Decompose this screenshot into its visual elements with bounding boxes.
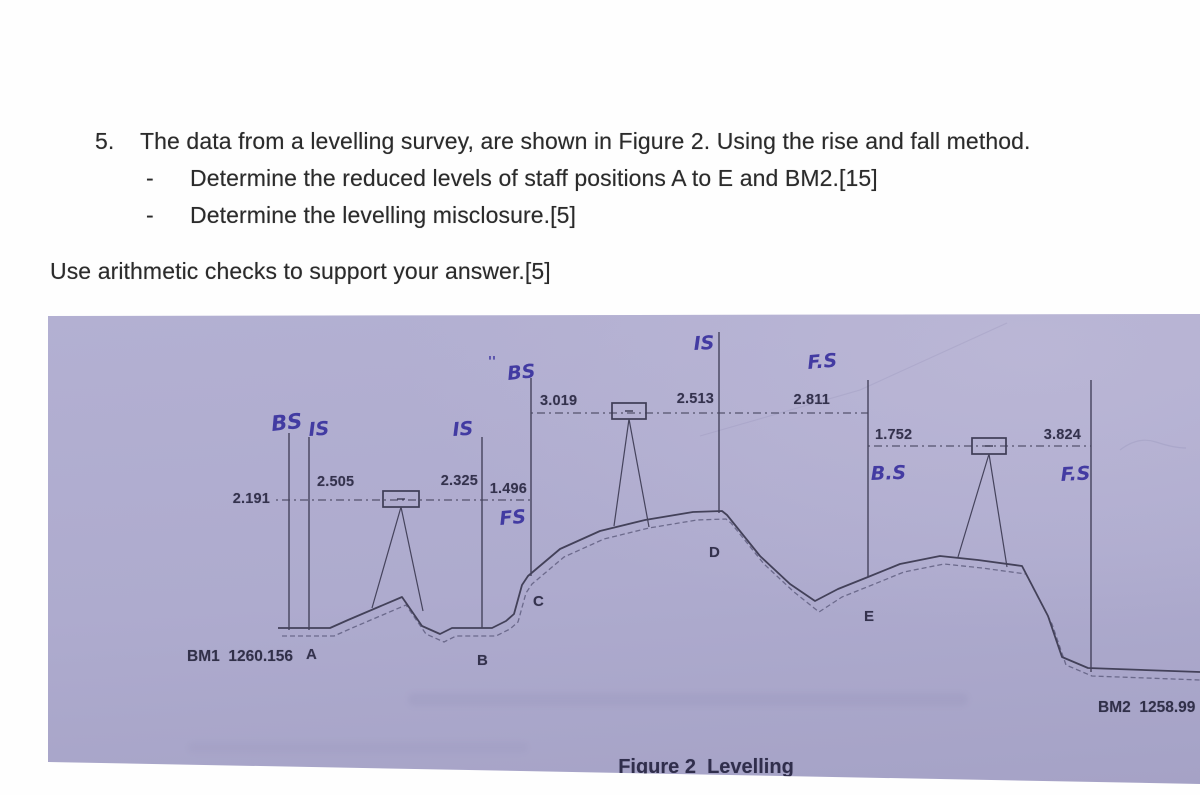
handwritten-is-d: IS	[693, 332, 715, 355]
level-instrument-2	[612, 403, 649, 527]
station-label-c: C	[533, 593, 544, 610]
question-intro: The data from a levelling survey, are sh…	[140, 128, 1031, 154]
handwritten-ditto-mark: ''	[488, 355, 496, 370]
ghost-text-band	[188, 742, 528, 753]
handwritten-bs-bm1: BS	[270, 409, 303, 436]
reading-bs-c: 3.019	[540, 393, 577, 409]
station-label-a: A	[306, 646, 317, 663]
station-label-d: D	[709, 544, 720, 561]
reading-fs-e: 2.811	[794, 392, 831, 408]
question-bullet-2: Determine the levelling misclosure.[5]	[190, 202, 577, 228]
benchmark-bm1-label: BM1 1260.156	[187, 648, 293, 665]
scan-smudge	[1120, 440, 1186, 450]
handwritten-bs-c: BS	[506, 360, 536, 385]
handwritten-bs-e: B.S	[870, 462, 906, 485]
handwritten-fs-e: F.S	[807, 349, 838, 374]
bullet-dash-1: -	[146, 165, 154, 191]
station-label-b: B	[477, 652, 488, 669]
handwritten-fs-bm2: F.S	[1060, 462, 1091, 486]
bullet-dash-2: -	[146, 202, 154, 228]
reading-is-d: 2.513	[677, 391, 714, 407]
ghost-text-band	[408, 693, 968, 706]
reading-bs-e: 1.752	[875, 427, 912, 443]
station-label-e: E	[864, 608, 874, 625]
scan-crease	[700, 323, 1007, 436]
reading-fs-bm2: 3.824	[1044, 427, 1081, 443]
tripod-legs-3	[958, 454, 1007, 567]
reading-bs-bm1: 2.191	[233, 491, 270, 507]
question-closing: Use arithmetic checks to support your an…	[50, 258, 551, 284]
level-instrument-1	[372, 491, 423, 611]
tripod-legs-1	[372, 507, 423, 611]
tripod-legs-2	[614, 419, 649, 527]
figure-2-panel: 2.191 2.505 2.325 1.496 3.019 2.513 2.81…	[48, 312, 1200, 788]
question-bullet-1: Determine the reduced levels of staff po…	[190, 165, 878, 191]
figure-caption: Figure 2 Levelling	[618, 756, 794, 778]
reading-is-b: 2.325	[441, 473, 478, 489]
reading-is-a: 2.505	[317, 474, 354, 490]
benchmark-bm2-label: BM2 1258.99	[1098, 699, 1196, 716]
handwritten-is-b: IS	[452, 418, 474, 441]
levelling-diagram: 2.191 2.505 2.325 1.496 3.019 2.513 2.81…	[48, 312, 1200, 788]
handwritten-is-a: IS	[308, 418, 330, 441]
level-instrument-3	[958, 438, 1007, 567]
ground-profile-shadow	[282, 519, 1200, 680]
ground-profile-line	[278, 511, 1200, 672]
handwritten-fs-c: FS	[499, 506, 527, 530]
reading-fs-c: 1.496	[490, 481, 527, 497]
question-number: 5.	[95, 128, 115, 154]
